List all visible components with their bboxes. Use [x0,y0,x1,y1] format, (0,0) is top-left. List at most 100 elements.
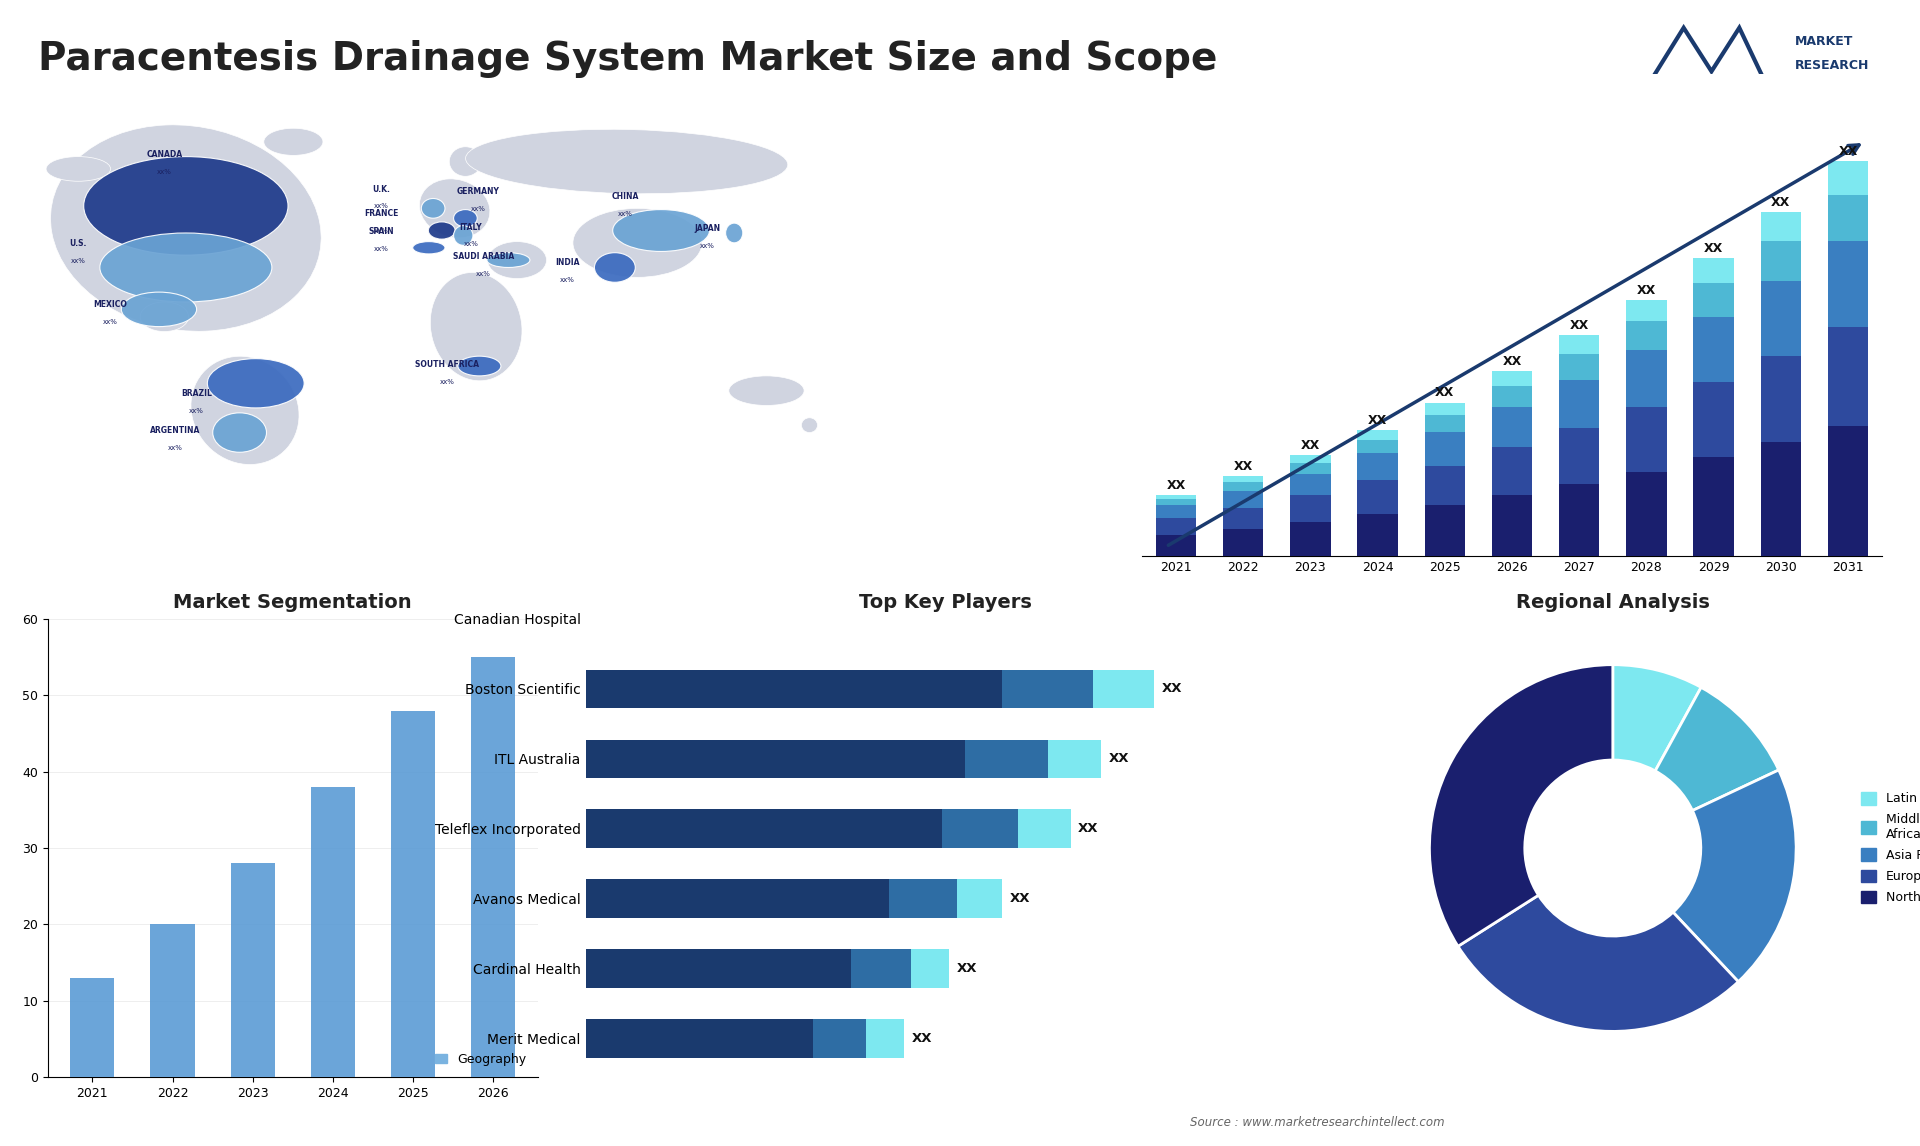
Ellipse shape [50,125,321,331]
Ellipse shape [595,252,636,282]
Bar [1357,430,1398,440]
Ellipse shape [46,157,111,181]
Bar [586,809,943,848]
Bar [1492,386,1532,407]
Text: xx%: xx% [374,204,390,210]
Text: U.S.: U.S. [69,238,86,248]
Bar [1156,495,1196,500]
Ellipse shape [420,198,445,218]
Text: XX: XX [1108,752,1129,766]
Text: XX: XX [1079,822,1098,835]
Text: XX: XX [1300,439,1321,452]
Bar [1290,463,1331,474]
Text: xx%: xx% [374,228,390,234]
Wedge shape [1672,770,1795,982]
Bar [1223,476,1263,482]
Text: xx%: xx% [157,168,171,175]
Bar [1223,482,1263,490]
Text: MEXICO: MEXICO [94,300,127,309]
Title: Regional Analysis: Regional Analysis [1517,592,1709,612]
Text: CANADA: CANADA [146,150,182,159]
Bar [1156,535,1196,556]
Bar [1048,739,1100,778]
Text: ITALY: ITALY [459,222,482,231]
Ellipse shape [263,128,323,156]
Bar [1492,407,1532,447]
Bar [1357,453,1398,480]
Text: FRANCE: FRANCE [365,210,399,218]
Text: xx%: xx% [374,246,390,252]
Text: INDIA: INDIA [555,259,580,267]
Bar [1559,427,1599,485]
Ellipse shape [428,222,455,240]
Ellipse shape [488,252,530,267]
Bar [1425,402,1465,415]
Bar [1626,300,1667,321]
Text: BRAZIL: BRAZIL [180,388,211,398]
Bar [851,949,912,988]
Text: xx%: xx% [701,243,714,249]
Text: xx%: xx% [470,206,486,212]
Bar [1357,440,1398,453]
Bar [1290,523,1331,556]
Text: XX: XX [1434,386,1455,400]
Bar [1425,432,1465,465]
Ellipse shape [453,226,472,245]
Text: xx%: xx% [463,242,478,248]
Bar [812,1019,866,1058]
Bar [1693,457,1734,556]
Bar [889,879,956,918]
Bar [1693,258,1734,283]
Ellipse shape [84,157,288,256]
Text: SAUDI ARABIA: SAUDI ARABIA [453,252,515,261]
Bar [1290,474,1331,495]
Text: MARKET: MARKET [1795,36,1853,48]
Text: XX: XX [1501,355,1523,368]
Ellipse shape [488,242,547,278]
Title: Top Key Players: Top Key Players [858,592,1033,612]
Ellipse shape [100,233,273,301]
Bar [586,669,1002,708]
Text: XX: XX [1636,284,1657,297]
Bar [1693,382,1734,457]
Text: SPAIN: SPAIN [369,227,394,236]
Bar [1626,407,1667,472]
Bar [1559,354,1599,379]
Bar [1223,528,1263,556]
Bar [1828,195,1868,241]
Text: xx%: xx% [618,211,634,217]
Wedge shape [1430,665,1613,947]
Bar [311,787,355,1077]
Bar [1425,465,1465,505]
Text: XX: XX [1703,242,1724,254]
Bar [1559,379,1599,427]
Ellipse shape [572,209,703,277]
Ellipse shape [419,179,490,238]
Text: XX: XX [1233,460,1254,473]
Text: XX: XX [1162,682,1183,696]
Bar [586,1019,812,1058]
Bar [1626,351,1667,407]
Bar [1156,518,1196,535]
Bar [586,739,964,778]
Ellipse shape [465,129,787,194]
Ellipse shape [457,356,501,376]
Bar [956,879,1002,918]
Bar [1761,442,1801,556]
Bar [1693,283,1734,316]
Text: XX: XX [1569,320,1590,332]
Bar [1828,327,1868,425]
Bar [1223,490,1263,508]
Text: xx%: xx% [71,258,86,264]
Ellipse shape [430,273,522,380]
Bar [1761,281,1801,356]
Bar [392,711,436,1077]
Circle shape [1524,760,1701,936]
Text: U.K.: U.K. [372,185,390,194]
Bar [1828,425,1868,556]
Bar [1002,669,1092,708]
Text: CHINA: CHINA [612,191,639,201]
Bar [1828,241,1868,327]
Ellipse shape [612,210,710,251]
Bar [1492,447,1532,495]
